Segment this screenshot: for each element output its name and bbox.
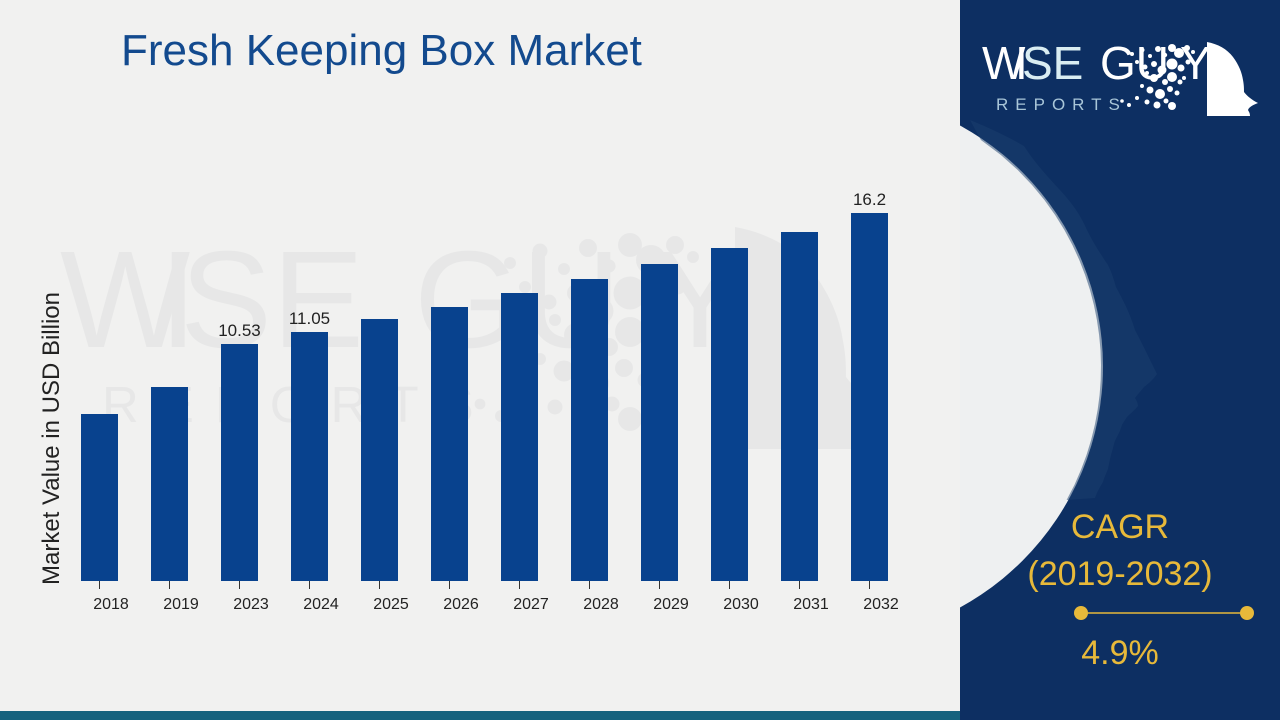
svg-text:SE: SE xyxy=(180,223,364,377)
